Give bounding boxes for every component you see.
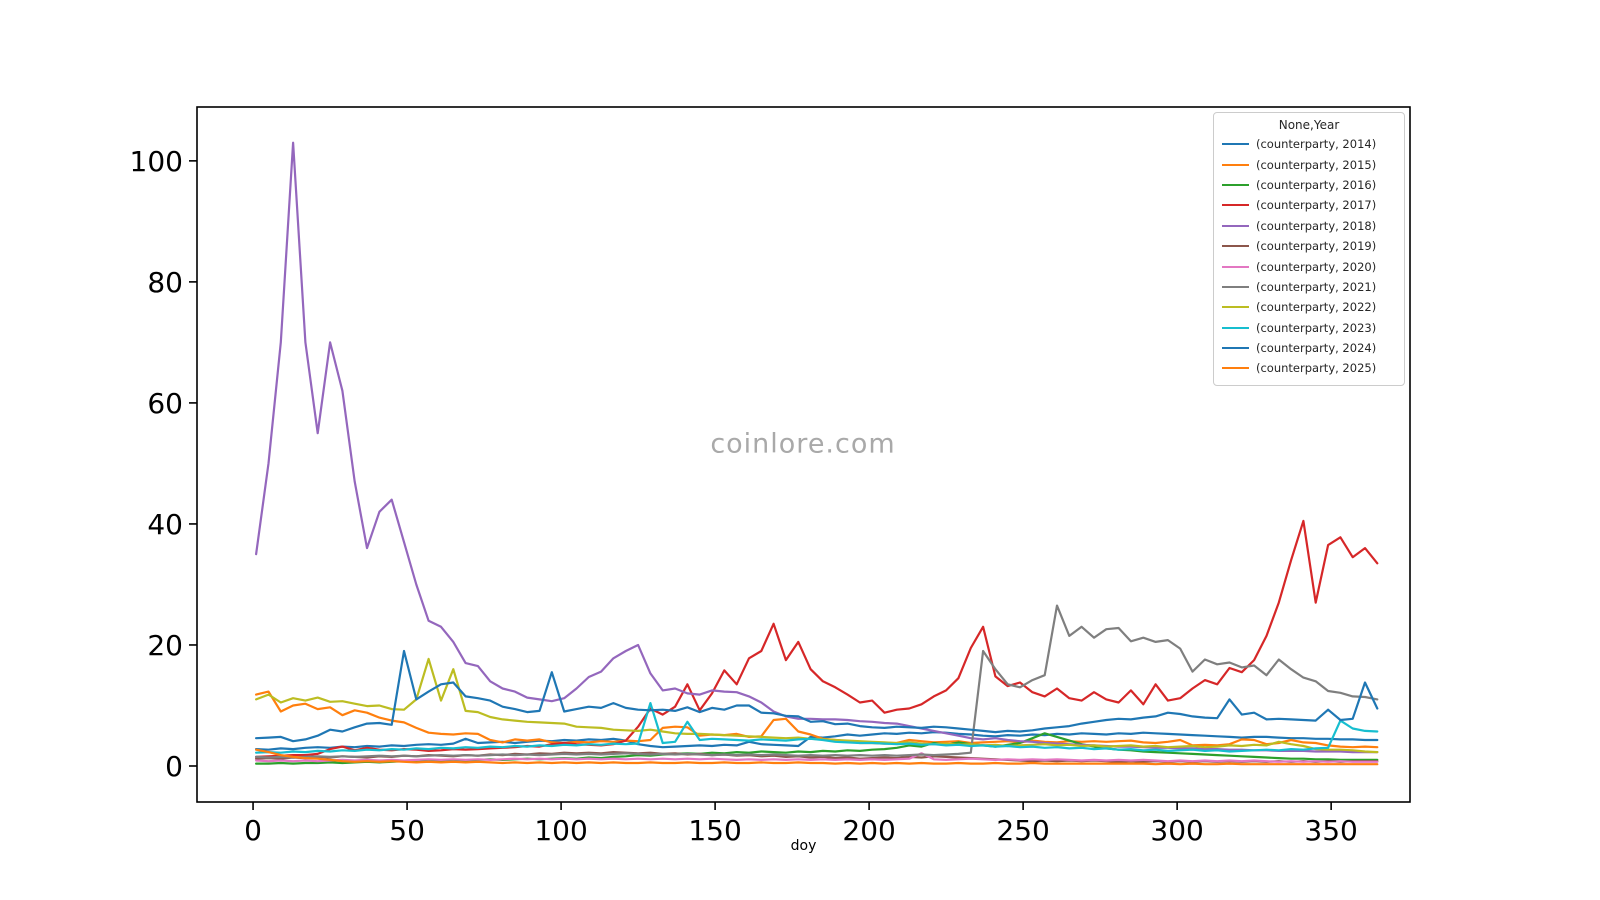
y-tick-label: 100 — [130, 145, 183, 178]
legend-entry-label: (counterparty, 2017) — [1256, 198, 1377, 213]
series-line-2017 — [255, 519, 1379, 759]
legend-entry-label: (counterparty, 2025) — [1256, 361, 1377, 376]
y-tick-label: 0 — [165, 750, 183, 783]
legend-entry-label: (counterparty, 2019) — [1256, 239, 1377, 254]
legend-line-swatch — [1222, 285, 1249, 288]
legend-entry-label: (counterparty, 2024) — [1256, 341, 1377, 356]
legend-entry-2014: (counterparty, 2014) — [1222, 134, 1396, 154]
x-tick-label: 250 — [996, 814, 1049, 847]
legend-line-swatch — [1222, 163, 1249, 166]
legend-line-swatch — [1222, 143, 1249, 146]
legend-entry-label: (counterparty, 2014) — [1256, 137, 1377, 152]
legend-entry-label: (counterparty, 2023) — [1256, 320, 1377, 335]
legend-entry-2022: (counterparty, 2022) — [1222, 297, 1396, 317]
series-line-2024 — [255, 649, 1379, 743]
legend-line-swatch — [1222, 183, 1249, 186]
legend-entry-label: (counterparty, 2021) — [1256, 279, 1377, 294]
legend-line-swatch — [1222, 245, 1249, 248]
legend-line-swatch — [1222, 367, 1249, 370]
legend-entry-2025: (counterparty, 2025) — [1222, 358, 1396, 378]
x-tick-label: 50 — [389, 814, 425, 847]
series-line-2018 — [255, 141, 1379, 754]
legend-entry-label: (counterparty, 2015) — [1256, 157, 1377, 172]
legend-entry-label: (counterparty, 2018) — [1256, 218, 1377, 233]
legend-line-swatch — [1222, 265, 1249, 268]
legend-line-swatch — [1222, 326, 1249, 329]
x-tick-label: 0 — [244, 814, 262, 847]
legend-entry-2016: (counterparty, 2016) — [1222, 175, 1396, 195]
legend-entry-2024: (counterparty, 2024) — [1222, 338, 1396, 358]
legend-entry-2021: (counterparty, 2021) — [1222, 277, 1396, 297]
legend-entry-2015: (counterparty, 2015) — [1222, 154, 1396, 174]
legend: None,Year (counterparty, 2014) (counterpa… — [1213, 112, 1405, 386]
series-line-2023 — [255, 701, 1379, 754]
plot-border — [196, 106, 1411, 803]
legend-line-swatch — [1222, 224, 1249, 227]
legend-entry-2019: (counterparty, 2019) — [1222, 236, 1396, 256]
x-tick-label: 100 — [534, 814, 587, 847]
legend-line-swatch — [1222, 347, 1249, 350]
series-line-2020 — [255, 752, 1379, 763]
y-tick-label: 20 — [147, 629, 183, 662]
x-tick-label: 150 — [688, 814, 741, 847]
legend-entry-label: (counterparty, 2020) — [1256, 259, 1377, 274]
legend-line-swatch — [1222, 306, 1249, 309]
y-tick-label: 60 — [147, 387, 183, 420]
legend-entry-label: (counterparty, 2016) — [1256, 177, 1377, 192]
series-line-2015 — [255, 690, 1379, 749]
legend-line-swatch — [1222, 204, 1249, 207]
y-tick-label: 40 — [147, 508, 183, 541]
y-tick-label: 80 — [147, 266, 183, 299]
series-line-2025 — [255, 748, 1379, 766]
legend-entry-2023: (counterparty, 2023) — [1222, 318, 1396, 338]
legend-entry-2020: (counterparty, 2020) — [1222, 256, 1396, 276]
series-line-2022 — [255, 657, 1379, 754]
series-line-2021 — [255, 604, 1379, 759]
legend-rows: (counterparty, 2014) (counterparty, 2015)… — [1222, 134, 1396, 379]
legend-entry-2018: (counterparty, 2018) — [1222, 216, 1396, 236]
watermark: coinlore.com — [710, 428, 896, 460]
x-tick-label: 350 — [1304, 814, 1357, 847]
x-tick-label: 200 — [842, 814, 895, 847]
x-axis-label: doy — [791, 838, 817, 854]
legend-entry-label: (counterparty, 2022) — [1256, 300, 1377, 315]
legend-title: None,Year — [1278, 118, 1340, 132]
legend-entry-2017: (counterparty, 2017) — [1222, 195, 1396, 215]
x-tick-label: 300 — [1150, 814, 1203, 847]
